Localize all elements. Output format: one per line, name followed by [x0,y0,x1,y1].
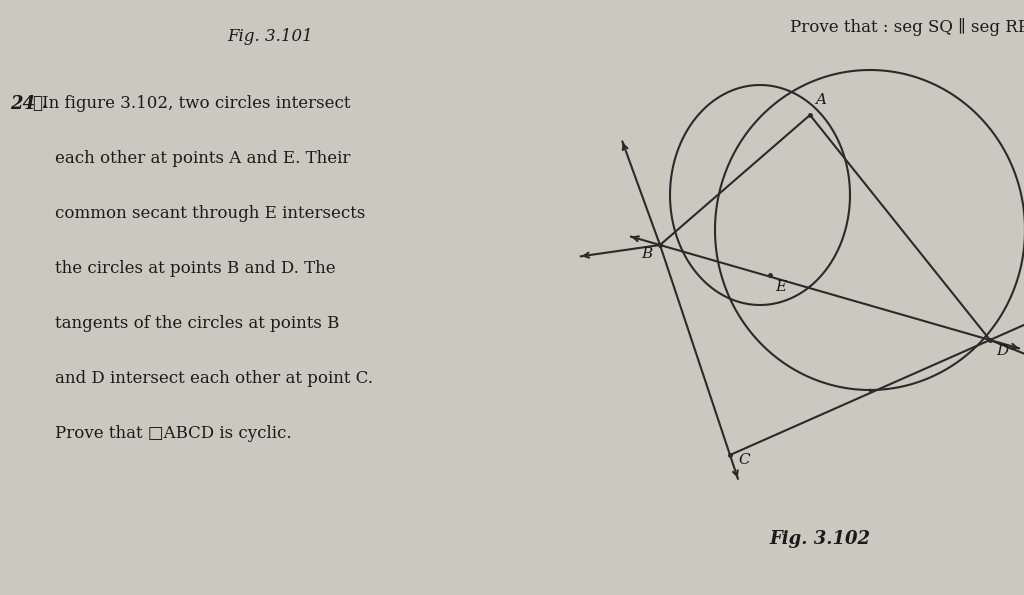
Text: C: C [738,453,750,467]
Text: 24: 24 [10,95,35,113]
Text: B: B [641,247,652,261]
Text: ⋆.: ⋆. [32,95,48,112]
Text: Fig. 3.102: Fig. 3.102 [769,530,870,548]
Text: and D intersect each other at point C.: and D intersect each other at point C. [55,370,373,387]
Text: Prove that □ABCD is cyclic.: Prove that □ABCD is cyclic. [55,425,292,442]
Text: D: D [996,344,1009,358]
Text: A: A [815,93,826,107]
Text: E: E [775,280,786,294]
Text: In figure 3.102, two circles intersect: In figure 3.102, two circles intersect [42,95,350,112]
Text: common secant through E intersects: common secant through E intersects [55,205,366,222]
Text: the circles at points B and D. The: the circles at points B and D. The [55,260,336,277]
Text: Prove that : seg SQ ∥ seg RP.: Prove that : seg SQ ∥ seg RP. [790,18,1024,36]
Text: Fig. 3.101: Fig. 3.101 [227,28,313,45]
Text: tangents of the circles at points B: tangents of the circles at points B [55,315,339,332]
Text: each other at points A and E. Their: each other at points A and E. Their [55,150,350,167]
